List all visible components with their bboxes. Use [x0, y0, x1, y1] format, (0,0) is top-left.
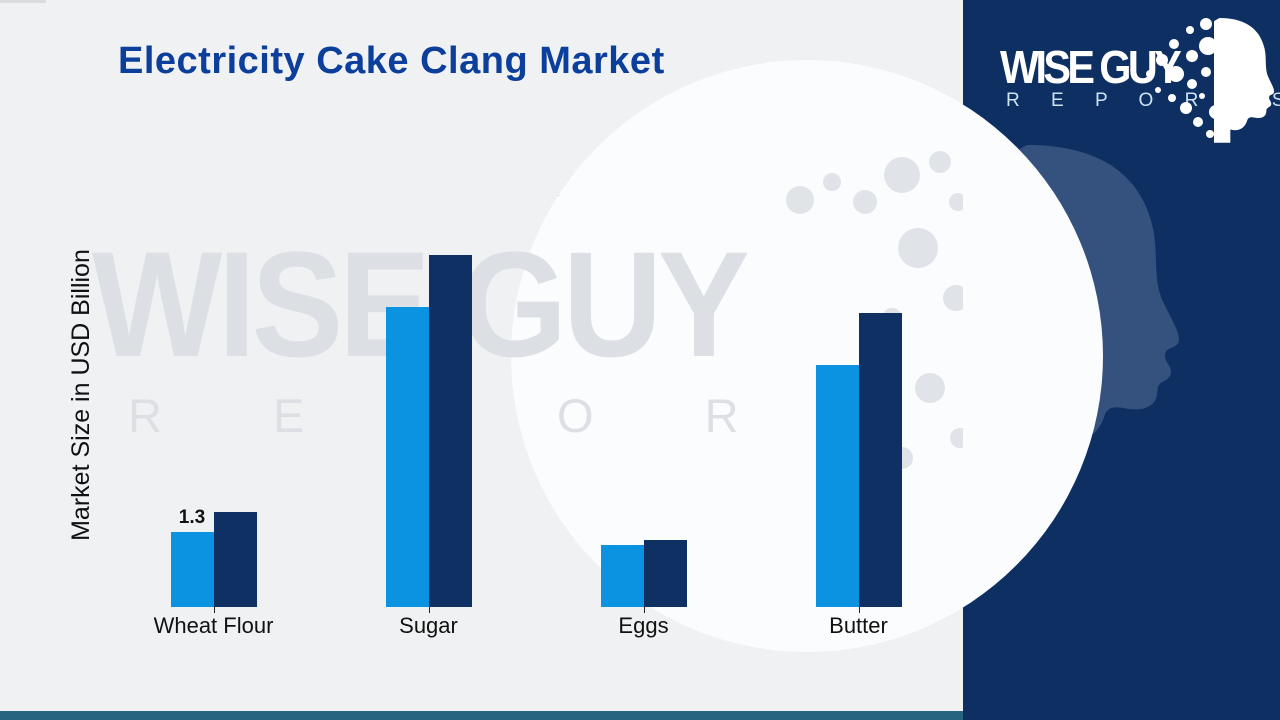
category-label-butter: Butter: [829, 613, 888, 638]
bar-2024-eggs: [600, 545, 644, 607]
category-label-eggs: Eggs: [618, 613, 669, 638]
page-title: Electricity Cake Clang Market: [118, 40, 665, 82]
top-left-artifact: [0, 0, 46, 3]
bar-2032-sugar: [428, 255, 472, 607]
x-axis-tick: [643, 607, 645, 613]
bar-2032-butter: [858, 313, 902, 607]
bar-2024-butter: [815, 365, 859, 607]
category-label-wheat-flour: Wheat Flour: [153, 613, 274, 638]
bar-2024-wheat-flour: [170, 532, 214, 607]
x-axis-tick: [213, 607, 215, 613]
bar-2024-sugar: [385, 307, 429, 607]
logo-sub-text: R E P O R T S: [1006, 90, 1280, 111]
category-label-sugar: Sugar: [399, 613, 458, 638]
x-axis-tick: [858, 607, 860, 613]
bar-2032-eggs: [643, 540, 687, 607]
x-axis-tick: [428, 607, 430, 613]
bar-2032-wheat-flour: [213, 512, 257, 607]
logo-brand-text: WISE GUY: [1000, 41, 1182, 93]
bar-value-label: 1.3: [178, 507, 206, 528]
dotted-face-logo-icon: [1146, 18, 1275, 143]
bottom-accent-bar: [0, 711, 963, 720]
